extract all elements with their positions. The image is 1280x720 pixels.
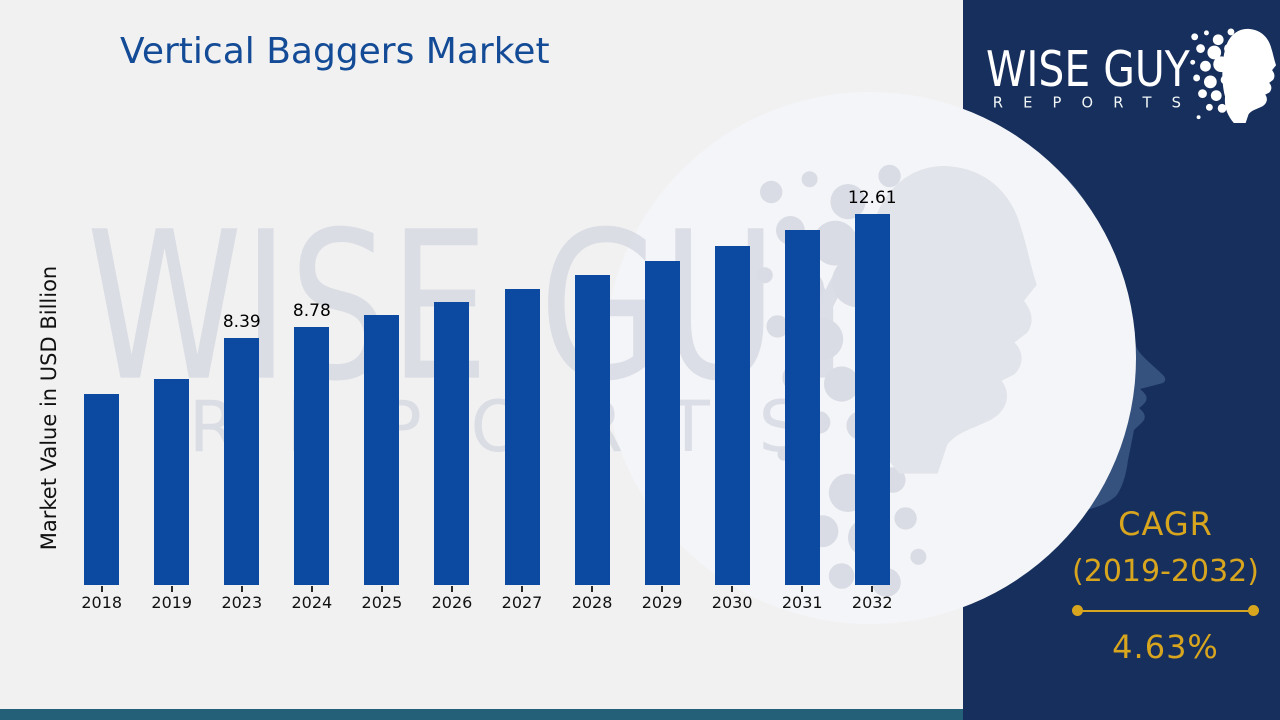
bar-2027 <box>504 288 540 585</box>
watermark-head-shape <box>861 166 1037 474</box>
bar-2032 <box>854 213 890 585</box>
logo-head-shape <box>1222 28 1277 124</box>
bottom-accent-strip <box>0 709 963 720</box>
x-axis-tick <box>240 586 243 592</box>
bar-2031 <box>784 230 820 585</box>
bar-value-label-2023: 8.39 <box>222 312 261 333</box>
logo-wordmark: WISE GUY <box>986 41 1191 98</box>
x-tick-label-2019: 2019 <box>151 593 193 612</box>
bar-value-label-2032: 12.61 <box>847 187 897 208</box>
x-tick-label-2027: 2027 <box>501 593 543 612</box>
bar-2026 <box>434 302 470 585</box>
cagr-block: CAGR (2019-2032) <box>1063 505 1268 589</box>
x-tick-label-2032: 2032 <box>851 593 893 612</box>
x-tick-label-2025: 2025 <box>361 593 403 612</box>
x-axis-tick <box>871 586 874 592</box>
page-title: Vertical Baggers Market <box>120 31 550 72</box>
x-axis-tick <box>661 586 664 592</box>
bar-chart: 2018 2019 2023 8.39 2024 8.78 2025 2026 2027 2028… <box>81 187 897 612</box>
x-tick-label-2030: 2030 <box>711 593 753 612</box>
x-tick-label-2031: 2031 <box>781 593 823 612</box>
cagr-label: CAGR <box>1118 505 1213 543</box>
x-axis-tick <box>450 586 453 592</box>
bar-2023 <box>224 338 260 585</box>
bar-2025 <box>364 314 400 585</box>
x-axis-tick <box>521 586 523 592</box>
x-tick-label-2026: 2026 <box>431 593 473 612</box>
x-axis-tick <box>801 586 804 592</box>
x-axis-tick <box>591 586 594 592</box>
x-tick-label-2029: 2029 <box>641 593 683 612</box>
cagr-value: 4.63% <box>1112 628 1219 666</box>
x-tick-label-2018: 2018 <box>81 593 123 612</box>
cagr-range: (2019-2032) <box>1072 554 1259 589</box>
bar-2019 <box>154 378 190 585</box>
x-axis-tick <box>100 586 103 592</box>
watermark-reports: REPORTS <box>189 386 803 468</box>
bar-2018 <box>84 393 120 585</box>
x-axis-tick <box>731 586 734 592</box>
cagr-line-right-dot <box>1248 605 1259 616</box>
cagr-divider-line <box>1078 610 1254 612</box>
bar-2028 <box>574 275 610 585</box>
bar-2024 <box>294 326 330 585</box>
bar-value-label-2024: 8.78 <box>292 300 331 321</box>
x-axis-tick <box>380 586 383 592</box>
x-tick-label-2023: 2023 <box>221 593 263 612</box>
bar-2030 <box>714 245 750 585</box>
x-axis-tick <box>310 586 313 592</box>
wiseguy-logo: WISE GUY REPORTS <box>986 28 1277 124</box>
bar-2029 <box>644 260 680 585</box>
x-axis-tick <box>170 586 173 592</box>
x-tick-label-2024: 2024 <box>291 593 333 612</box>
x-tick-label-2028: 2028 <box>571 593 613 612</box>
cagr-line-left-dot <box>1072 605 1083 616</box>
